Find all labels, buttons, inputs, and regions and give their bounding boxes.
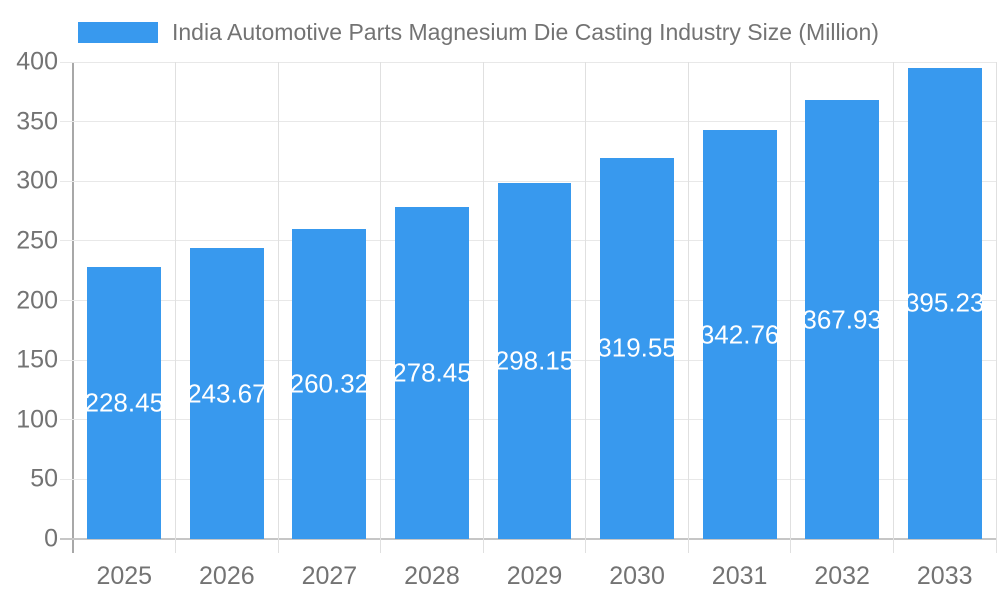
legend-item[interactable]: India Automotive Parts Magnesium Die Cas… (78, 19, 879, 46)
gridline-vertical (790, 62, 792, 553)
legend-swatch (78, 22, 158, 43)
x-axis-tick-label: 2030 (609, 562, 665, 590)
y-axis-tick-label: 350 (16, 107, 58, 136)
x-axis-tick-label: 2025 (96, 562, 153, 590)
bar-value-label: 278.45 (392, 357, 472, 388)
y-axis-line (72, 62, 74, 553)
bar-value-label: 342.76 (699, 319, 780, 350)
bar-value-label: 228.45 (84, 387, 165, 418)
gridline-vertical (995, 62, 997, 553)
y-axis-tick-label: 400 (16, 47, 58, 76)
x-axis-tick-label: 2026 (199, 562, 255, 590)
bar[interactable] (497, 183, 572, 539)
bar[interactable] (702, 130, 777, 539)
x-axis-tick-label: 2033 (916, 562, 973, 590)
gridline-vertical (585, 62, 587, 553)
bar[interactable] (600, 157, 674, 539)
y-axis-tick-label: 0 (44, 524, 58, 553)
y-axis-tick-label: 150 (16, 345, 58, 374)
x-axis-tick-label: 2031 (711, 562, 768, 590)
y-axis-tick-label: 200 (16, 286, 58, 314)
y-axis-tick-label: 50 (30, 464, 58, 493)
bar[interactable] (87, 266, 162, 539)
gridline-horizontal (60, 180, 996, 182)
gridline-vertical (277, 62, 279, 553)
y-axis-tick-label: 250 (16, 226, 58, 255)
plot-area: 0 50 100 150 200 250 300 350 400 2025 228.45 2026 24… (16, 48, 997, 590)
gridline-horizontal (60, 121, 996, 123)
y-axis-tick-label: 300 (16, 166, 58, 195)
gridline-horizontal (60, 61, 996, 63)
bar-value-label: 319.55 (597, 332, 677, 363)
gridline-vertical (380, 62, 382, 553)
x-axis-tick-label: 2027 (301, 562, 358, 590)
gridline-horizontal (60, 538, 996, 540)
bar[interactable] (805, 100, 880, 539)
x-axis-tick-label: 2029 (506, 562, 563, 590)
gridline-vertical (482, 62, 484, 553)
gridline-vertical (892, 62, 894, 553)
bar[interactable] (292, 228, 367, 539)
bar[interactable] (907, 67, 982, 539)
gridline-vertical (175, 62, 177, 553)
bar-value-label: 395.23 (904, 287, 985, 318)
x-axis-tick-label: 2028 (404, 562, 460, 590)
bar-value-label: 243.67 (187, 378, 267, 409)
gridline-vertical (687, 62, 689, 553)
bar-value-label: 367.93 (802, 304, 882, 335)
bar-value-label: 298.15 (494, 345, 575, 376)
bar-value-label: 260.32 (289, 368, 370, 399)
y-axis-tick-label: 100 (16, 405, 58, 434)
bar[interactable] (395, 206, 469, 539)
legend-label: India Automotive Parts Magnesium Die Cas… (172, 19, 879, 45)
bar[interactable] (189, 248, 264, 539)
x-axis-tick-label: 2032 (814, 562, 870, 590)
